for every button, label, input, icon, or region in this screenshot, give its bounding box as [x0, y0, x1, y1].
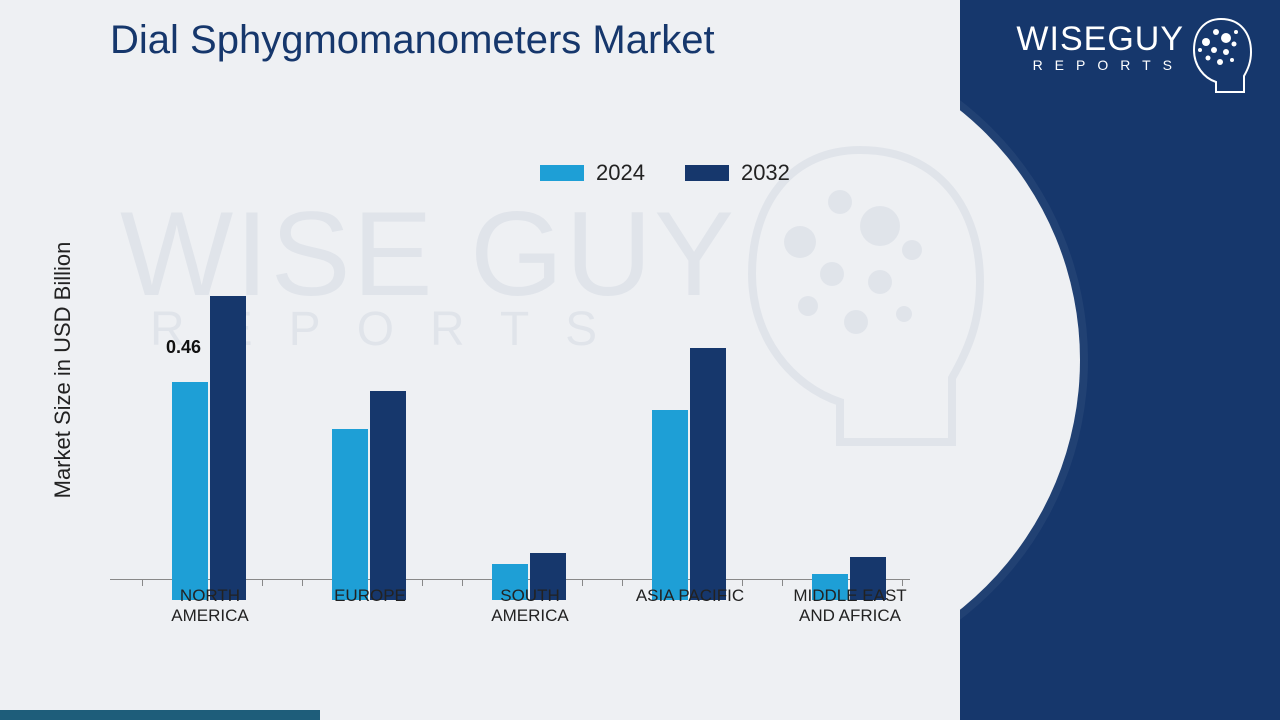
bar-2032-3 [690, 348, 726, 600]
category-label: ASIA PACIFIC [630, 586, 750, 606]
infographic-canvas: WISEGUY REPORTS WISE GUY REPORTS Dial Sp… [0, 0, 1280, 720]
chart-area: NORTH AMERICAEUROPESOUTH AMERICAASIA PAC… [110, 200, 910, 600]
category-label: MIDDLE EAST AND AFRICA [790, 586, 910, 606]
legend: 2024 2032 [540, 160, 790, 186]
category-label: EUROPE [310, 586, 430, 606]
bar-2024-1 [332, 429, 368, 600]
bar-2024-0 [172, 382, 208, 601]
legend-label-2024: 2024 [596, 160, 645, 186]
y-axis-label: Market Size in USD Billion [50, 242, 76, 499]
chart-title: Dial Sphygmomanometers Market [110, 18, 715, 63]
brand-line2: REPORTS [1016, 57, 1184, 73]
legend-item-2024: 2024 [540, 160, 645, 186]
category-label: SOUTH AMERICA [470, 586, 590, 606]
brand-word-1: WISE [1016, 20, 1107, 58]
legend-label-2032: 2032 [741, 160, 790, 186]
bar-2032-1 [370, 391, 406, 600]
brand-word-2: GUY [1107, 20, 1184, 58]
bar-2032-0 [210, 296, 246, 600]
bar-2024-3 [652, 410, 688, 600]
legend-swatch-2032 [685, 165, 729, 181]
category-label: NORTH AMERICA [150, 586, 270, 606]
legend-item-2032: 2032 [685, 160, 790, 186]
legend-swatch-2024 [540, 165, 584, 181]
brand-logo: WISEGUY REPORTS [1016, 20, 1184, 73]
brand-line1: WISEGUY [1016, 20, 1184, 59]
footer-bar [0, 710, 320, 720]
brand-head-icon [1186, 14, 1256, 94]
bar-value-label: 0.46 [166, 337, 201, 358]
